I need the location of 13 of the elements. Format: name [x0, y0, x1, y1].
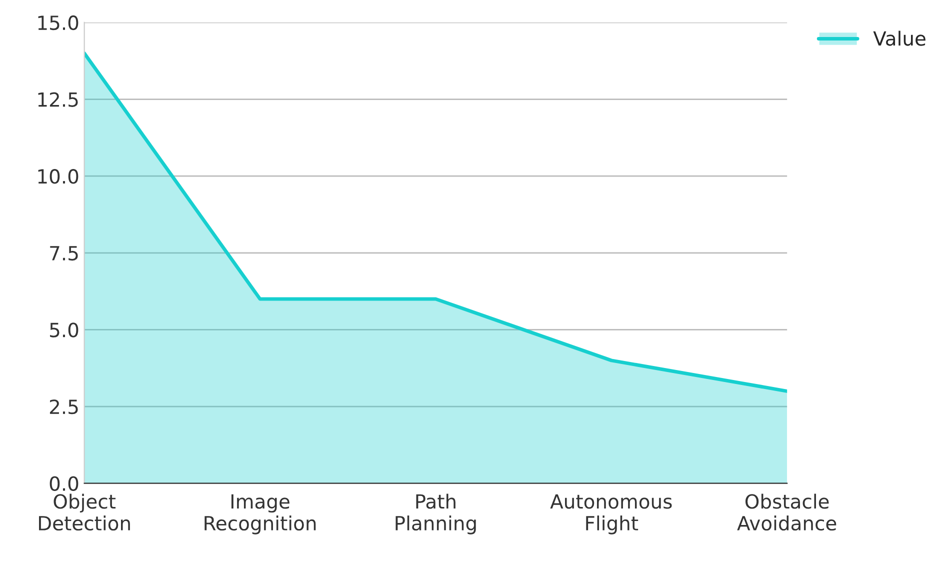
legend-label: Value: [873, 30, 926, 46]
x-tick-label: Path Planning: [396, 494, 476, 534]
y-tick-label: 15.0: [38, 15, 78, 30]
y-tick-label: 5.0: [50, 322, 78, 338]
y-tick-label: 2.5: [50, 399, 78, 414]
y-tick-label: 10.0: [38, 169, 78, 184]
x-tick-label: Image Recognition: [204, 494, 316, 534]
y-tick-label: 0.0: [50, 476, 78, 491]
x-tick-label: Autonomous Flight: [550, 494, 672, 534]
y-tick-label: 7.5: [50, 246, 78, 261]
x-tick-label: Obstacle Avoidance: [737, 494, 836, 531]
y-tick-label: 12.5: [38, 92, 78, 107]
x-tick-label: Object Detection: [39, 494, 130, 531]
